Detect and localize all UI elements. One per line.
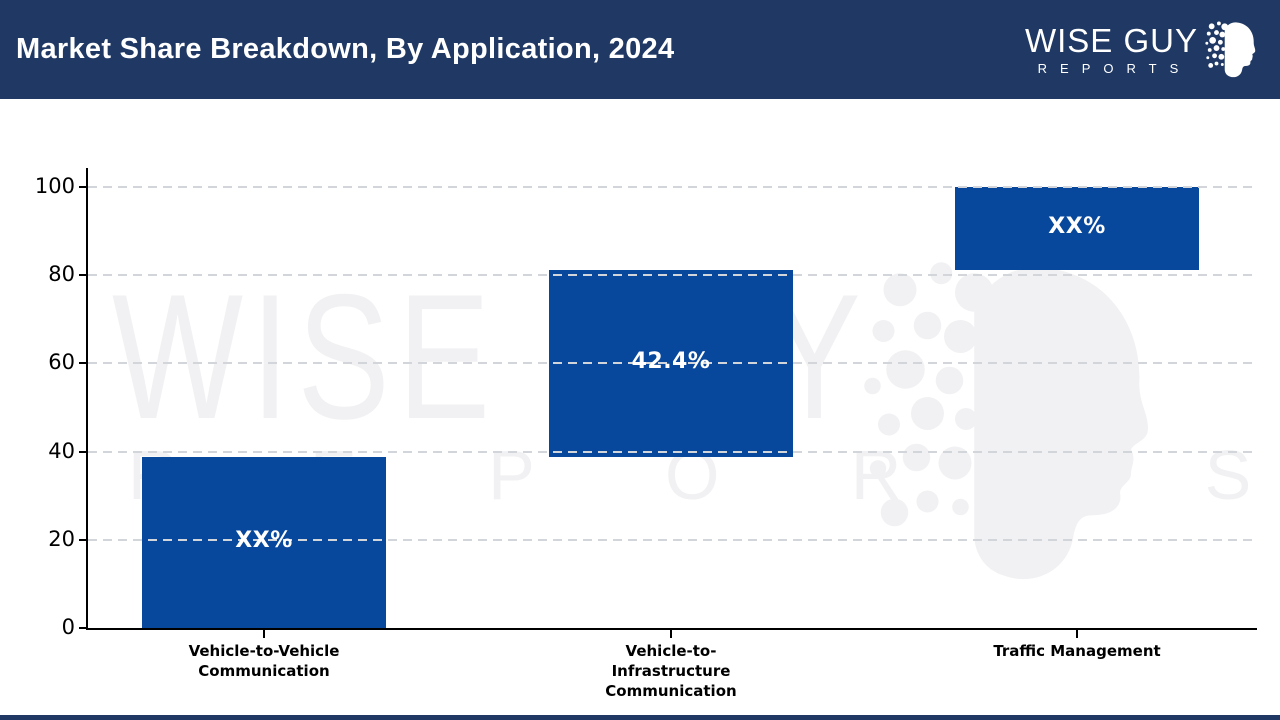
y-tick-label-60: 60 [48,350,75,375]
gridline-y-80 [88,274,1257,277]
x-tick-label-2: Vehicle-to- Infrastructure Communication [511,641,831,701]
x-axis-tick-2 [670,630,672,638]
brand-subtitle: REPORTS [1037,60,1192,76]
y-tick-label-20: 20 [48,526,75,551]
x-axis-line [86,628,1257,630]
x-axis-tick-3 [1076,630,1078,638]
y-axis-tick-100 [79,186,88,188]
y-axis-tick-20 [79,538,88,541]
y-tick-label-40: 40 [48,438,75,463]
brand-face-icon [1205,20,1256,77]
page-title: Market Share Breakdown, By Application, … [16,33,675,65]
x-tick-label-line: Communication [198,662,330,680]
gridline-y-60 [88,362,1257,365]
gridline-y-100 [88,186,1257,188]
bar-value-label-1: XX% [235,528,293,554]
x-tick-label-line: Vehicle-to- [625,642,717,660]
footer-brand-strip [0,715,1280,720]
y-tick-label-100: 100 [34,174,75,198]
x-tick-label-line: Communication [605,682,737,700]
y-tick-label-80: 80 [48,262,75,287]
y-axis-tick-60 [79,362,88,365]
header-bar: Market Share Breakdown, By Application, … [0,0,1280,99]
x-tick-label-line: Traffic Management [993,642,1161,660]
x-axis-tick-1 [263,630,265,638]
y-axis-tick-80 [79,274,88,277]
brand-logo: WISE GUY REPORTS [1025,14,1260,86]
bar-segment-1 [142,456,386,628]
y-tick-label-0: 0 [61,615,75,639]
gridline-y-40 [88,450,1257,453]
y-axis-tick-40 [79,450,88,453]
y-axis-line [86,168,88,630]
brand-logo-text: WISE GUY REPORTS [1025,24,1198,76]
x-tick-label-line: Vehicle-to-Vehicle [188,642,340,660]
x-tick-label-1: Vehicle-to-Vehicle Communication [104,641,424,681]
y-axis-tick-0 [79,627,88,629]
bar-segment-3 [955,187,1199,270]
bar-value-label-3: XX% [1048,214,1106,240]
gridline-y-20 [88,538,1257,541]
watermark-face-icon [864,262,1148,580]
x-tick-label-3: Traffic Management [917,641,1237,661]
brand-name: WISE GUY [1024,21,1198,59]
x-tick-label-line: Infrastructure [611,662,731,680]
bar-value-label-2: 42.4% [631,349,711,375]
